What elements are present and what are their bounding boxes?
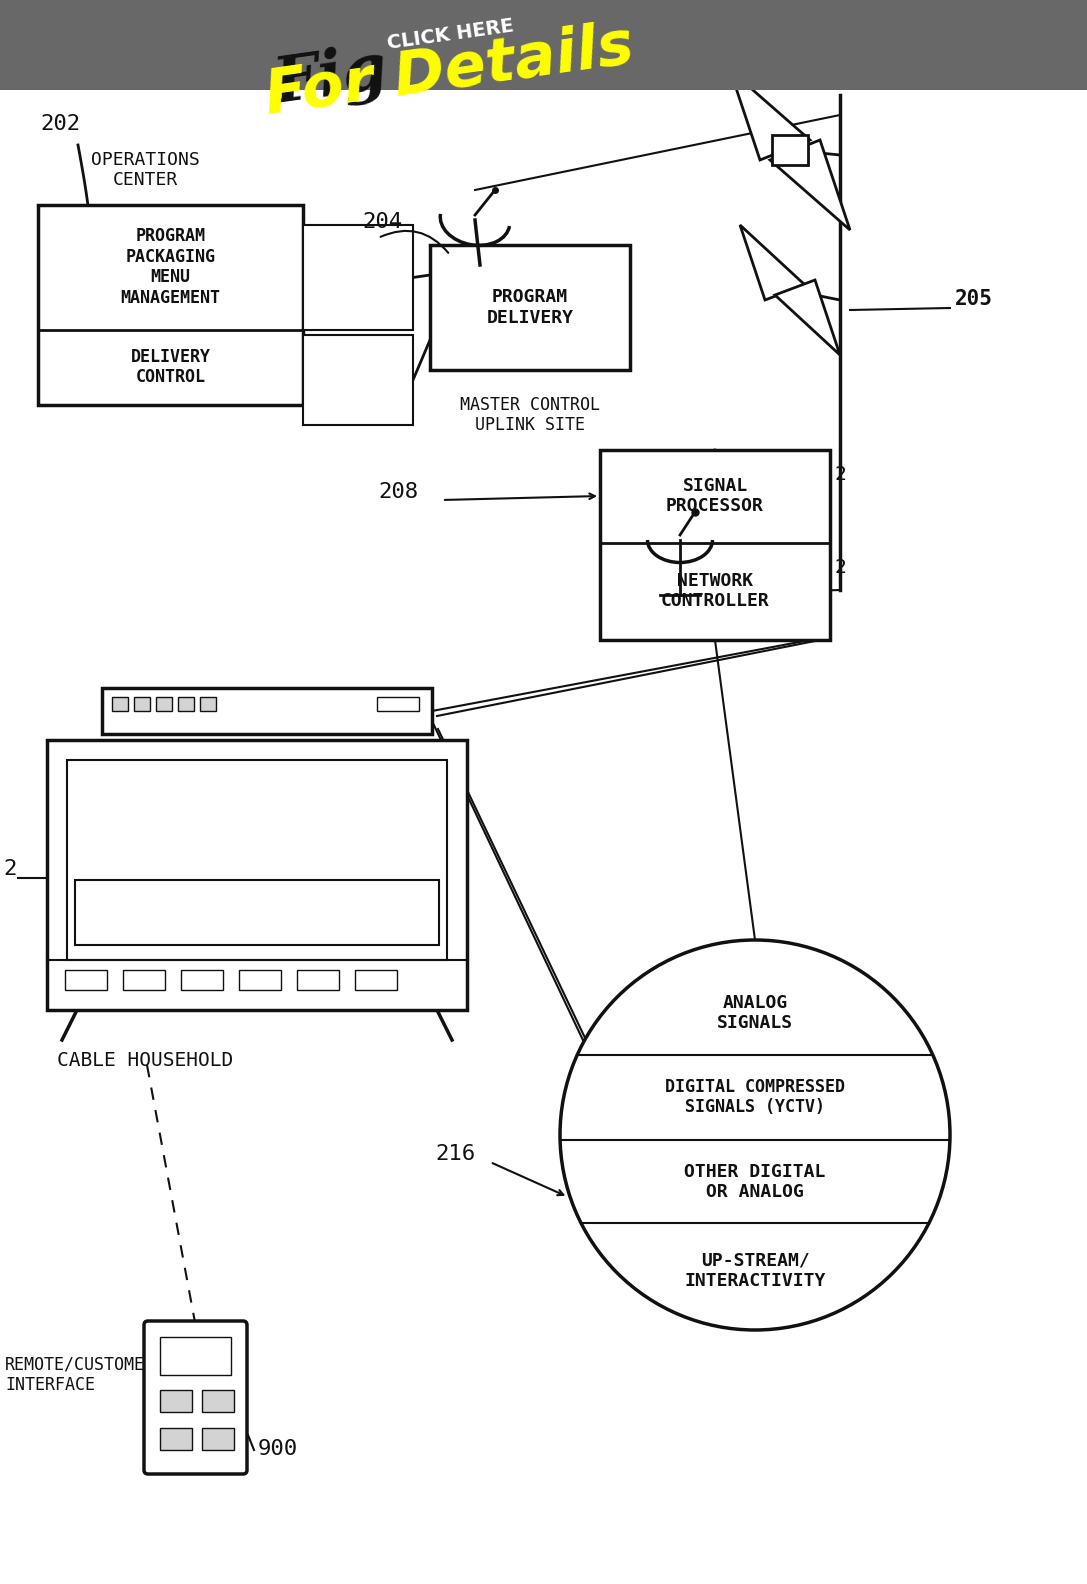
Bar	[202, 1391, 234, 1411]
Bar	[377, 697, 418, 711]
Circle shape	[560, 939, 950, 1331]
Text: For Details: For Details	[262, 17, 638, 127]
Bar	[297, 969, 339, 990]
Bar	[102, 687, 432, 733]
Text: CABLE HOUSEHOLD: CABLE HOUSEHOLD	[57, 1050, 234, 1069]
Bar	[600, 450, 830, 640]
Bar	[160, 1337, 232, 1375]
Text: 2: 2	[3, 859, 16, 879]
Bar	[160, 1391, 192, 1411]
Text: 204: 204	[362, 212, 402, 231]
Text: OTHER DIGITAL
OR ANALOG: OTHER DIGITAL OR ANALOG	[685, 1163, 826, 1201]
Text: REMOTE/CUSTOMER
INTERFACE: REMOTE/CUSTOMER INTERFACE	[5, 1356, 155, 1394]
Text: PROGRAM
DELIVERY: PROGRAM DELIVERY	[487, 288, 574, 326]
Bar	[239, 969, 282, 990]
Bar	[303, 225, 413, 329]
Bar	[430, 246, 630, 371]
Bar	[178, 697, 193, 711]
Text: PROGRAM
PACKAGING
MENU
MANAGEMENT: PROGRAM PACKAGING MENU MANAGEMENT	[121, 227, 221, 307]
Polygon shape	[740, 225, 805, 299]
Bar	[355, 969, 397, 990]
Text: DIGITAL COMPRESSED
SIGNALS (YCTV): DIGITAL COMPRESSED SIGNALS (YCTV)	[665, 1077, 845, 1117]
Text: 2: 2	[835, 466, 847, 485]
Bar	[200, 697, 216, 711]
Bar	[202, 1429, 234, 1449]
Text: 900: 900	[258, 1438, 298, 1459]
Text: PRESS ORDER BUTTON HERE
TO ORDER: PRESS ORDER BUTTON HERE TO ORDER	[142, 893, 372, 931]
Text: OPERATIONS
CENTER: OPERATIONS CENTER	[90, 150, 199, 190]
Text: DELIVERY
CONTROL: DELIVERY CONTROL	[130, 347, 211, 386]
Text: UP-STREAM/
INTERACTIVITY: UP-STREAM/ INTERACTIVITY	[685, 1251, 826, 1291]
Bar	[38, 204, 303, 406]
Bar	[112, 697, 128, 711]
Text: ANALOG
SIGNALS: ANALOG SIGNALS	[717, 993, 794, 1033]
FancyBboxPatch shape	[143, 1321, 247, 1475]
Bar	[47, 740, 467, 1011]
Bar	[303, 334, 413, 425]
Text: 205: 205	[955, 288, 992, 309]
Bar	[67, 760, 447, 960]
Bar	[0, 0, 1087, 90]
Bar	[65, 969, 107, 990]
Text: Fig: Fig	[270, 40, 391, 117]
Text: NETWORK
CONTROLLER: NETWORK CONTROLLER	[661, 572, 770, 610]
Text: 2: 2	[835, 558, 847, 577]
Bar	[182, 969, 223, 990]
Text: 208: 208	[378, 482, 418, 502]
Polygon shape	[730, 70, 810, 160]
Bar	[75, 881, 439, 946]
Text: SIGNAL
PROCESSOR: SIGNAL PROCESSOR	[666, 477, 764, 515]
Bar	[134, 697, 150, 711]
Bar	[160, 1429, 192, 1449]
Bar	[123, 969, 165, 990]
Text: 220: 220	[200, 694, 240, 714]
Text: 202: 202	[40, 114, 80, 135]
Bar	[157, 697, 172, 711]
Text: 216: 216	[435, 1144, 475, 1164]
Text: CLICK HERE: CLICK HERE	[386, 17, 514, 54]
Polygon shape	[775, 280, 840, 355]
Bar	[772, 135, 808, 165]
Text: MASTER CONTROL
UPLINK SITE: MASTER CONTROL UPLINK SITE	[460, 396, 600, 434]
Polygon shape	[770, 139, 850, 230]
